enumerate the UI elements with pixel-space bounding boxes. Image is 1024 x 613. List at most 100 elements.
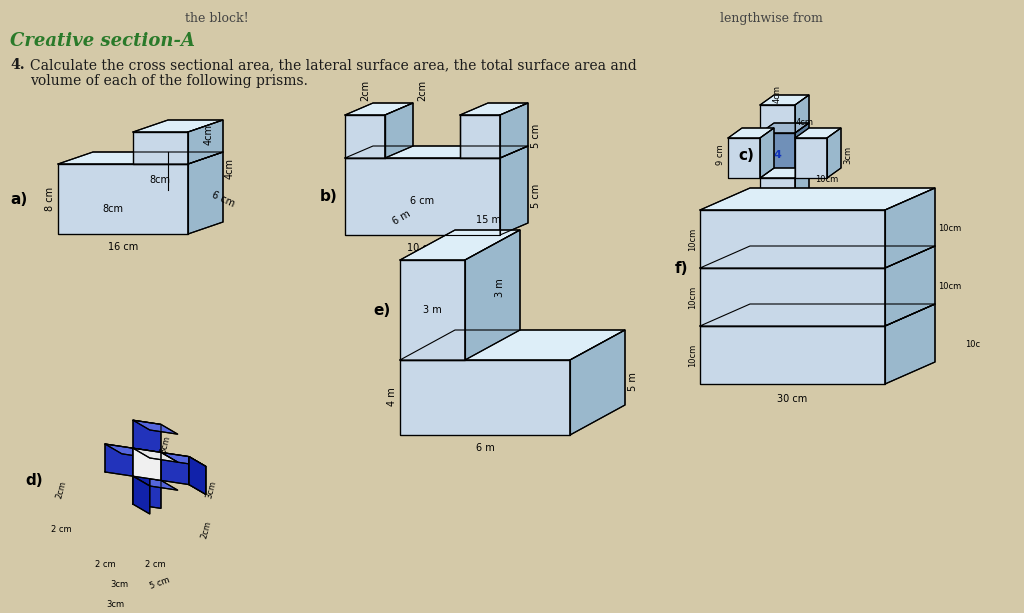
Polygon shape	[760, 95, 809, 105]
Text: 6 cm: 6 cm	[210, 190, 237, 209]
Text: 10cm: 10cm	[938, 281, 962, 291]
Polygon shape	[133, 448, 161, 481]
Text: 3cm: 3cm	[205, 480, 218, 500]
Text: 3 m: 3 m	[495, 278, 505, 297]
Polygon shape	[760, 133, 795, 178]
Text: 30 cm: 30 cm	[777, 394, 807, 404]
Text: lengthwise from: lengthwise from	[720, 12, 823, 25]
Text: 5 cm: 5 cm	[148, 575, 171, 590]
Text: the block!: the block!	[185, 12, 249, 25]
Text: 4.: 4.	[10, 58, 25, 72]
Polygon shape	[400, 230, 520, 260]
Polygon shape	[189, 457, 206, 495]
Text: e): e)	[373, 302, 390, 318]
Text: 9 cm: 9 cm	[716, 145, 725, 166]
Text: f): f)	[675, 261, 688, 275]
Polygon shape	[700, 268, 885, 326]
Polygon shape	[345, 146, 528, 158]
Text: volume of each of the following prisms.: volume of each of the following prisms.	[30, 74, 308, 88]
Text: 3cm: 3cm	[843, 146, 852, 164]
Text: Calculate the cross sectional area, the lateral surface area, the total surface : Calculate the cross sectional area, the …	[30, 58, 637, 72]
Text: 2cm: 2cm	[54, 480, 68, 500]
Text: 10cm: 10cm	[815, 175, 839, 184]
Polygon shape	[189, 457, 206, 495]
Polygon shape	[460, 115, 500, 158]
Text: a): a)	[10, 191, 28, 207]
Text: 4cm: 4cm	[204, 124, 214, 145]
Text: 5 cm: 5 cm	[531, 184, 541, 208]
Polygon shape	[133, 420, 178, 434]
Polygon shape	[700, 210, 885, 268]
Polygon shape	[760, 105, 795, 133]
Polygon shape	[795, 95, 809, 133]
Text: 4cm: 4cm	[225, 158, 234, 178]
Text: 3cm: 3cm	[110, 580, 128, 589]
Polygon shape	[760, 123, 809, 133]
Polygon shape	[133, 448, 150, 486]
Text: 10cm: 10cm	[688, 343, 697, 367]
Text: 3cm: 3cm	[159, 435, 172, 455]
Polygon shape	[885, 188, 935, 268]
Polygon shape	[795, 128, 841, 138]
Text: 4 m: 4 m	[387, 387, 397, 406]
Text: 8 cm: 8 cm	[45, 187, 55, 211]
Text: 8cm: 8cm	[102, 204, 124, 214]
Polygon shape	[400, 360, 570, 435]
Text: 10cm: 10cm	[688, 227, 697, 251]
Polygon shape	[188, 120, 223, 164]
Polygon shape	[188, 152, 223, 234]
Text: 2 cm: 2 cm	[144, 560, 165, 569]
Polygon shape	[133, 420, 161, 452]
Polygon shape	[105, 444, 133, 476]
Text: 15 m: 15 m	[476, 215, 502, 225]
Polygon shape	[760, 128, 774, 178]
Text: 2cm: 2cm	[417, 80, 427, 101]
Polygon shape	[700, 246, 935, 268]
Polygon shape	[728, 138, 760, 178]
Text: 3 m: 3 m	[423, 305, 441, 315]
Polygon shape	[58, 164, 188, 234]
Text: 10cm: 10cm	[938, 224, 962, 232]
Text: 16 cm: 16 cm	[108, 242, 138, 252]
Polygon shape	[700, 304, 935, 326]
Polygon shape	[570, 330, 625, 435]
Text: 4cm: 4cm	[796, 118, 814, 127]
Text: c): c)	[738, 148, 754, 162]
Polygon shape	[760, 168, 809, 178]
Polygon shape	[133, 120, 223, 132]
Polygon shape	[345, 103, 413, 115]
Polygon shape	[133, 132, 188, 164]
Text: 6 m: 6 m	[475, 443, 495, 453]
Text: 4cm: 4cm	[772, 85, 781, 103]
Polygon shape	[161, 452, 206, 466]
Polygon shape	[133, 476, 178, 490]
Text: 10cm: 10cm	[688, 286, 697, 308]
Polygon shape	[885, 304, 935, 384]
Text: 2cm: 2cm	[360, 80, 370, 101]
Polygon shape	[345, 158, 500, 235]
Text: 5 m: 5 m	[628, 373, 638, 392]
Polygon shape	[460, 103, 528, 115]
Text: 2cm: 2cm	[200, 520, 213, 540]
Polygon shape	[885, 246, 935, 326]
Polygon shape	[795, 168, 809, 206]
Text: Creative section-A: Creative section-A	[10, 32, 195, 50]
Text: 6 cm: 6 cm	[410, 196, 434, 206]
Polygon shape	[133, 448, 178, 462]
Polygon shape	[795, 123, 809, 178]
Polygon shape	[345, 115, 385, 158]
Text: 10 cm: 10 cm	[407, 243, 437, 253]
Polygon shape	[385, 103, 413, 158]
Text: 6 m: 6 m	[391, 209, 412, 227]
Polygon shape	[760, 178, 795, 206]
Text: 10c: 10c	[965, 340, 980, 349]
Text: 2 cm: 2 cm	[51, 525, 72, 535]
Polygon shape	[133, 476, 150, 514]
Polygon shape	[700, 326, 885, 384]
Polygon shape	[161, 452, 189, 485]
Polygon shape	[400, 260, 465, 360]
Text: 8cm: 8cm	[150, 175, 171, 185]
Text: b): b)	[321, 189, 338, 204]
Polygon shape	[827, 128, 841, 178]
Polygon shape	[700, 188, 935, 210]
